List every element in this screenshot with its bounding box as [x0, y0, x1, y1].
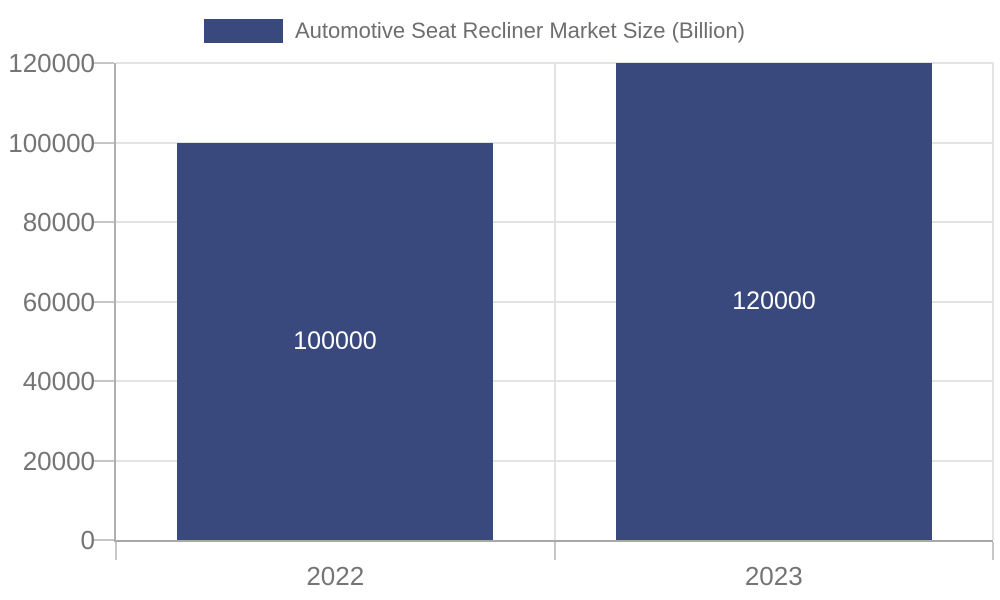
x-axis-tick [554, 542, 556, 560]
y-axis-tick [94, 380, 114, 382]
y-axis-tick-label: 120000 [8, 48, 95, 78]
bar: 100000 [177, 142, 493, 540]
y-axis-tick-label: 80000 [22, 207, 95, 237]
y-axis-tick [94, 539, 114, 541]
x-axis-tick [992, 542, 994, 560]
x-axis-category-label: 2022 [306, 561, 365, 591]
legend-item[interactable]: Automotive Seat Recliner Market Size (Bi… [204, 19, 745, 43]
x-axis-line [114, 540, 993, 542]
bar: 120000 [616, 63, 932, 540]
bar-value-label: 120000 [732, 287, 816, 315]
gridline-vertical [554, 63, 556, 540]
y-axis-tick-label: 40000 [22, 366, 95, 396]
y-axis-tick-label: 100000 [8, 127, 95, 158]
x-axis-category-label: 2023 [744, 561, 803, 591]
y-axis-tick-label: 20000 [22, 445, 95, 476]
bar-value-label: 100000 [293, 326, 377, 355]
chart-title: Automotive Seat Recliner Market Size (Bi… [295, 18, 745, 43]
y-axis-tick [94, 221, 114, 223]
plot-area: 0 20000 40000 60000 80000 100000 120000 100000 1… [8, 50, 994, 589]
y-axis-tick [94, 459, 114, 462]
y-axis-tick-label: 0 [80, 525, 95, 555]
y-axis-tick-label: 60000 [22, 286, 95, 317]
legend-swatch [204, 19, 283, 43]
x-axis-tick [115, 542, 117, 560]
y-axis-tick [94, 62, 114, 64]
gridline-vertical [992, 63, 994, 540]
y-axis-line [114, 63, 116, 540]
y-axis-tick [94, 300, 114, 303]
y-axis-tick [94, 141, 114, 144]
